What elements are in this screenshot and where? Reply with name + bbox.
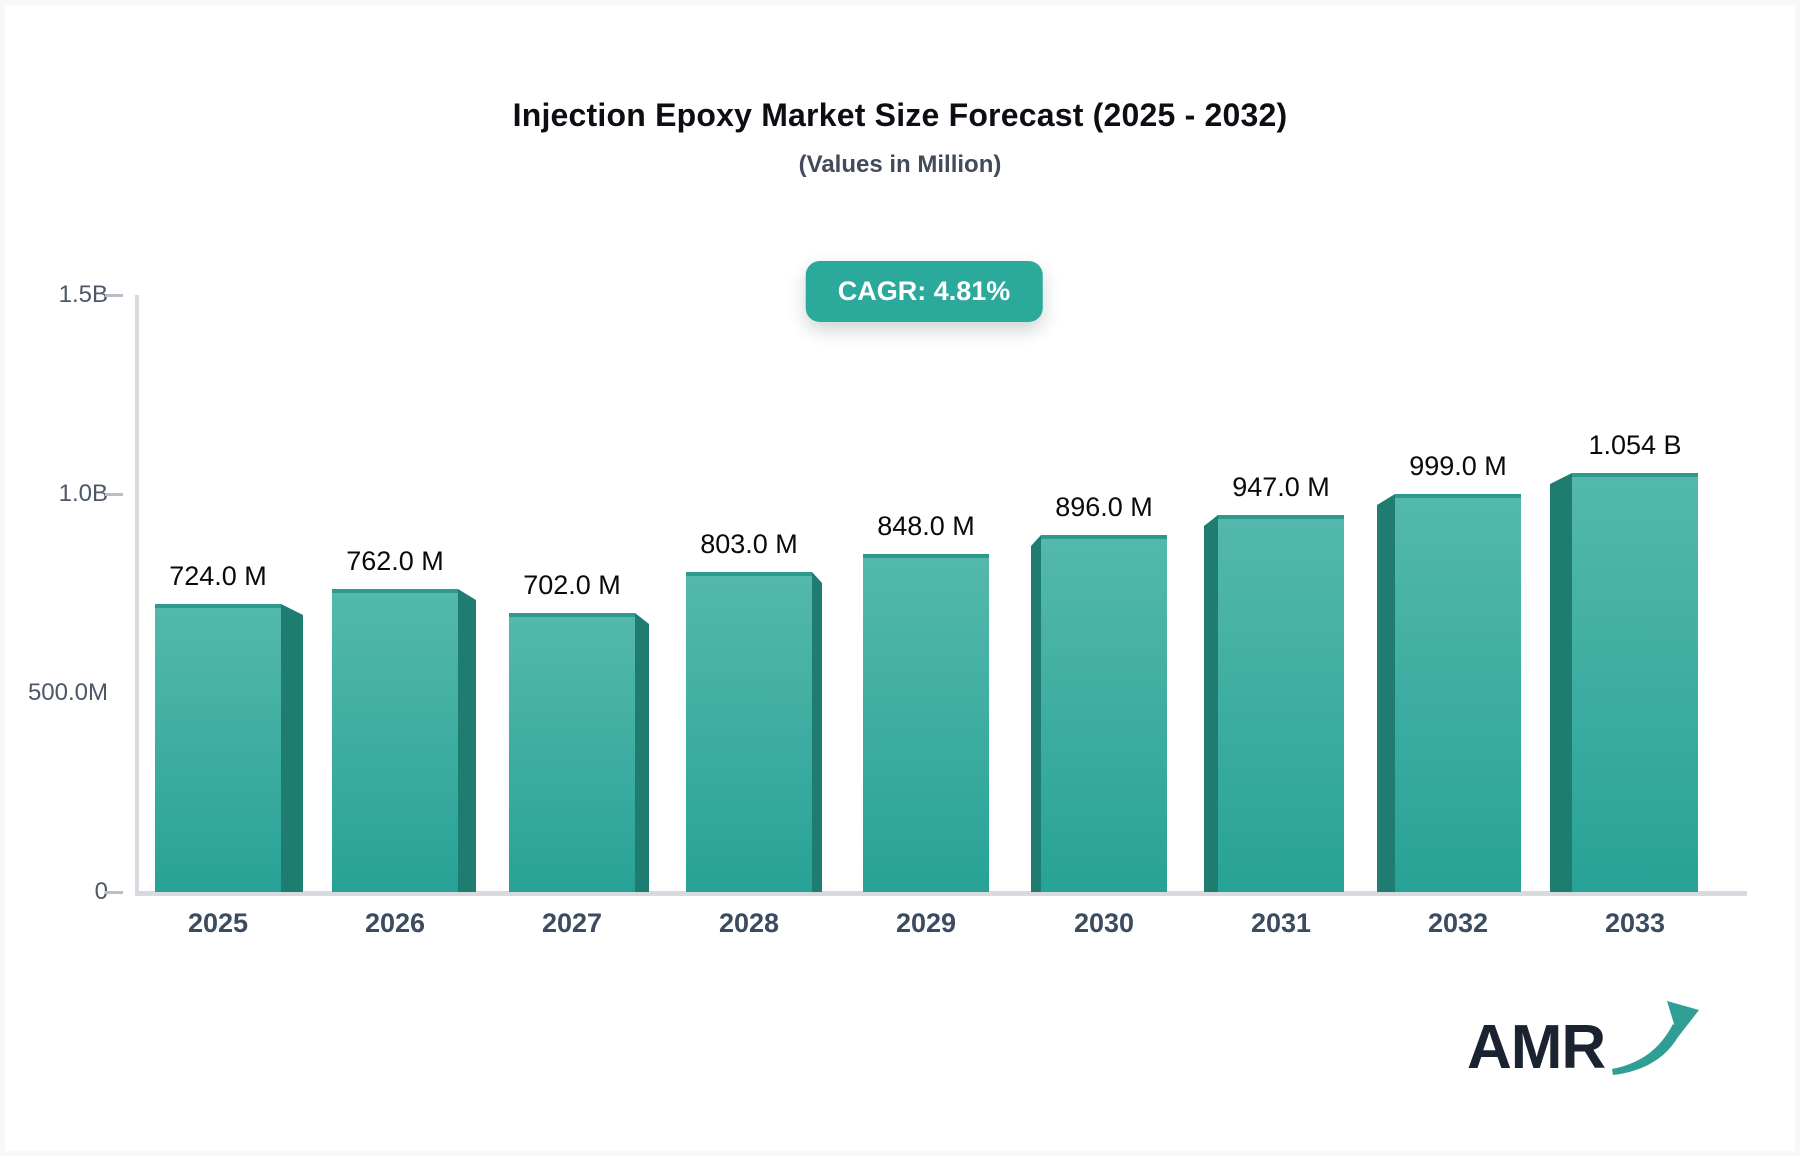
y-axis-line bbox=[135, 295, 139, 892]
y-tick-mark bbox=[105, 493, 123, 496]
bar-2033: 1.054 B bbox=[1550, 430, 1698, 892]
bar-2027: 702.0 M bbox=[509, 570, 649, 892]
amr-logo: AMR bbox=[1467, 991, 1717, 1101]
bar-2032: 999.0 M bbox=[1377, 451, 1521, 892]
bar-side-3d bbox=[1031, 535, 1041, 892]
bar-value-label: 724.0 M bbox=[169, 561, 267, 591]
y-tick-label: 0 bbox=[94, 878, 108, 905]
bar-value-label: 999.0 M bbox=[1409, 451, 1507, 481]
bar-side-3d bbox=[1377, 494, 1395, 892]
bar-side-3d bbox=[1550, 473, 1572, 892]
bar-face bbox=[1218, 515, 1344, 892]
amr-logo-text: AMR bbox=[1467, 1013, 1606, 1082]
bar-2025: 724.0 M bbox=[155, 561, 303, 892]
bar-2028: 803.0 M bbox=[686, 529, 822, 892]
x-tick-label: 2029 bbox=[895, 908, 957, 938]
bar-face bbox=[686, 572, 812, 892]
bar-face bbox=[1572, 473, 1698, 892]
growth-arrow-icon bbox=[1612, 1001, 1699, 1075]
bar-side-3d bbox=[1204, 515, 1218, 892]
y-tick-mark bbox=[105, 294, 123, 297]
bar-value-label: 803.0 M bbox=[700, 529, 798, 559]
bar-face bbox=[1395, 494, 1521, 892]
x-tick-label: 2032 bbox=[1427, 908, 1489, 938]
y-tick-label: 1.0B bbox=[58, 480, 108, 507]
bar-2026: 762.0 M bbox=[332, 546, 476, 892]
bar-side-3d bbox=[635, 613, 649, 892]
x-tick-label: 2033 bbox=[1604, 908, 1666, 938]
bar-face bbox=[332, 589, 458, 892]
x-tick-label: 2025 bbox=[187, 908, 249, 938]
bar-value-label: 848.0 M bbox=[877, 511, 975, 541]
bar-face bbox=[155, 604, 281, 892]
chart-subtitle: (Values in Million) bbox=[798, 151, 1002, 178]
bar-value-label: 702.0 M bbox=[523, 570, 621, 600]
bar-face bbox=[1041, 535, 1167, 892]
bar-side-3d bbox=[812, 572, 822, 892]
bar-value-label: 762.0 M bbox=[346, 546, 444, 576]
bar-side-3d bbox=[281, 604, 303, 892]
bar-2029: 848.0 M bbox=[863, 511, 989, 892]
plot-area: 1.5B 1.0B 500.0M 0 724.0 M 2025 762.0 M 2026 702… bbox=[28, 281, 1747, 938]
y-tick-label: 1.5B bbox=[58, 281, 108, 308]
bar-2031: 947.0 M bbox=[1204, 472, 1344, 892]
y-tick-mark bbox=[105, 891, 123, 894]
bar-2030: 896.0 M bbox=[1031, 492, 1167, 892]
chart-title: Injection Epoxy Market Size Forecast (20… bbox=[512, 97, 1288, 133]
x-tick-label: 2028 bbox=[718, 908, 780, 938]
bar-value-label: 896.0 M bbox=[1055, 492, 1153, 522]
x-tick-label: 2030 bbox=[1073, 908, 1135, 938]
x-axis-line bbox=[135, 891, 1747, 896]
x-tick-label: 2027 bbox=[541, 908, 603, 938]
bar-face bbox=[509, 613, 635, 892]
x-tick-label: 2026 bbox=[364, 908, 426, 938]
bar-value-label: 1.054 B bbox=[1588, 430, 1682, 460]
cagr-badge: CAGR: 4.81% bbox=[805, 261, 1043, 322]
bar-value-label: 947.0 M bbox=[1232, 472, 1330, 502]
bar-side-3d bbox=[458, 589, 476, 892]
bar-face bbox=[863, 554, 989, 892]
x-tick-label: 2031 bbox=[1250, 908, 1312, 938]
y-tick-label: 500.0M bbox=[27, 679, 108, 706]
